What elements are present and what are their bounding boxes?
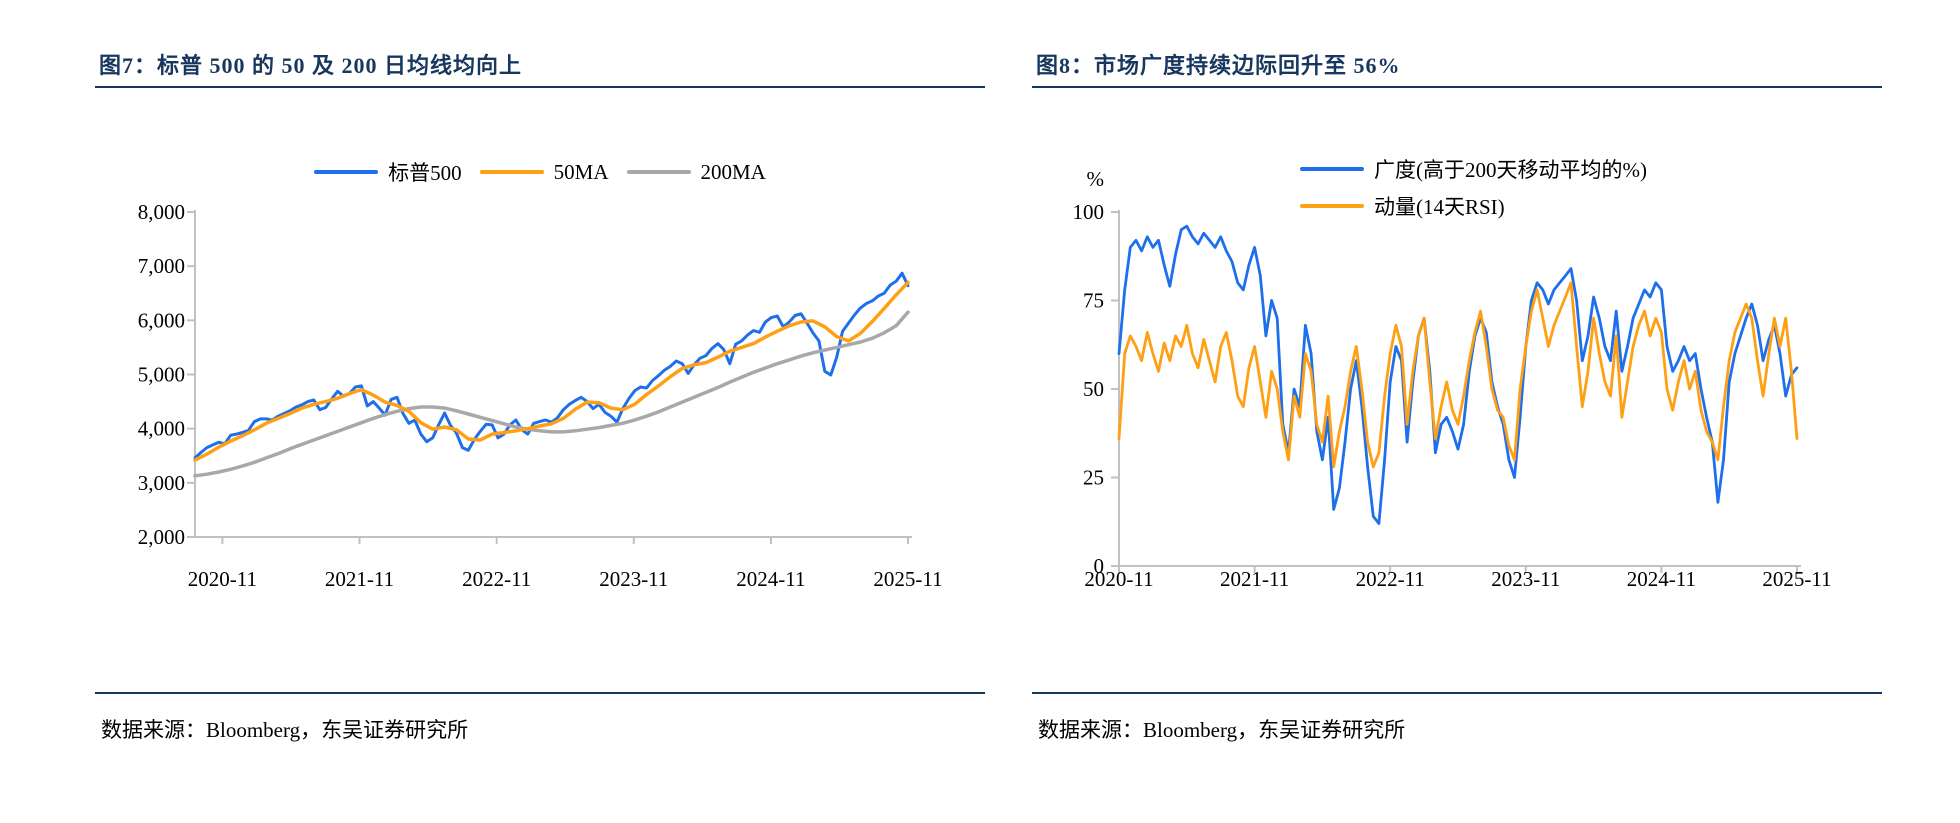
x-tick-label: 2023-11 [1491, 567, 1560, 591]
y-axis-unit-label: % [1087, 167, 1105, 191]
x-tick-label: 2025-11 [873, 567, 942, 591]
figure-bottom-divider [1032, 692, 1882, 694]
legend-item: 200MA [626, 159, 766, 185]
series-line-secondary [193, 280, 910, 462]
x-tick-label: 2021-11 [325, 567, 394, 591]
legend-line-swatch [479, 170, 544, 174]
series-line-primary [1117, 224, 1799, 525]
title-divider [1032, 86, 1882, 88]
x-tick-label: 2024-11 [736, 567, 805, 591]
chart-canvas: 0 25 50 75 100% 2020-11 2021-11 2022-11 2023-11 2… [1073, 167, 1832, 591]
y-tick-label: 7,000 [138, 254, 185, 278]
legend-label: 200MA [700, 159, 766, 184]
figure-market-breadth: 图8：市场广度持续边际回升至 56% 广度(高于200天移动平均的%) 动量(14… [1032, 0, 1882, 823]
y-tick-label: 100 [1073, 200, 1105, 224]
figure-title: 图8：市场广度持续边际回升至 56% [1036, 53, 1401, 78]
y-tick-label: 4,000 [138, 417, 185, 441]
y-tick-label: 8,000 [138, 200, 185, 224]
x-tick-label: 2020-11 [1084, 567, 1153, 591]
legend-label: 广度(高于200天移动平均的%) [1374, 158, 1647, 182]
chart-canvas: 2,000 3,000 4,000 5,000 6,000 7,000 8,000 2020-… [138, 200, 943, 591]
x-tick-label: 2022-11 [462, 567, 531, 591]
data-source-note: 数据来源：Bloomberg，东吴证券研究所 [101, 718, 469, 742]
y-tick-label: 0 [1094, 554, 1105, 578]
legend-item: 广度(高于200天移动平均的%) [1300, 154, 1647, 184]
y-tick-label: 3,000 [138, 471, 185, 495]
series-line-secondary [1117, 281, 1799, 469]
x-tick-label: 2024-11 [1627, 567, 1696, 591]
y-tick-label: 5,000 [138, 363, 185, 387]
figure-title: 图7：标普 500 的 50 及 200 日均线均向上 [99, 53, 523, 78]
legend-item: 50MA [479, 159, 609, 185]
title-divider [95, 86, 985, 88]
legend-line-swatch [1300, 167, 1364, 171]
x-tick-label: 2021-11 [1220, 567, 1289, 591]
legend-line-swatch [1300, 204, 1364, 208]
data-source-note: 数据来源：Bloomberg，东吴证券研究所 [1038, 718, 1406, 742]
legend-sp500-chart: 标普500 50MA 200MA [95, 157, 985, 187]
legend-item: 标普500 [314, 157, 462, 187]
x-tick-label: 2022-11 [1356, 567, 1425, 591]
x-tick-label: 2023-11 [599, 567, 668, 591]
y-tick-label: 75 [1083, 289, 1104, 313]
y-tick-label: 50 [1083, 377, 1104, 401]
series-line-tertiary [193, 310, 910, 478]
legend-label: 标普500 [388, 161, 462, 185]
figure-bottom-divider [95, 692, 985, 694]
legend-item: 动量(14天RSI) [1300, 191, 1505, 221]
x-tick-label: 2020-11 [188, 567, 257, 591]
legend-label: 50MA [553, 159, 609, 184]
y-tick-label: 2,000 [138, 525, 185, 549]
figure-sp500-moving-averages: 图7：标普 500 的 50 及 200 日均线均向上 标普500 50MA 200… [95, 0, 985, 823]
legend-line-swatch [626, 170, 691, 174]
legend-label: 动量(14天RSI) [1374, 195, 1505, 219]
sp500-line-chart: 2,000 3,000 4,000 5,000 6,000 7,000 8,000 2020-… [95, 100, 985, 605]
y-tick-label: 6,000 [138, 308, 185, 332]
y-tick-label: 25 [1083, 466, 1104, 490]
legend-breadth-chart: 广度(高于200天移动平均的%) 动量(14天RSI) [1300, 154, 1647, 221]
x-tick-label: 2025-11 [1762, 567, 1831, 591]
breadth-line-chart: 0 25 50 75 100% 2020-11 2021-11 2022-11 2023-11 2… [1032, 100, 1882, 625]
legend-line-swatch [314, 170, 379, 174]
